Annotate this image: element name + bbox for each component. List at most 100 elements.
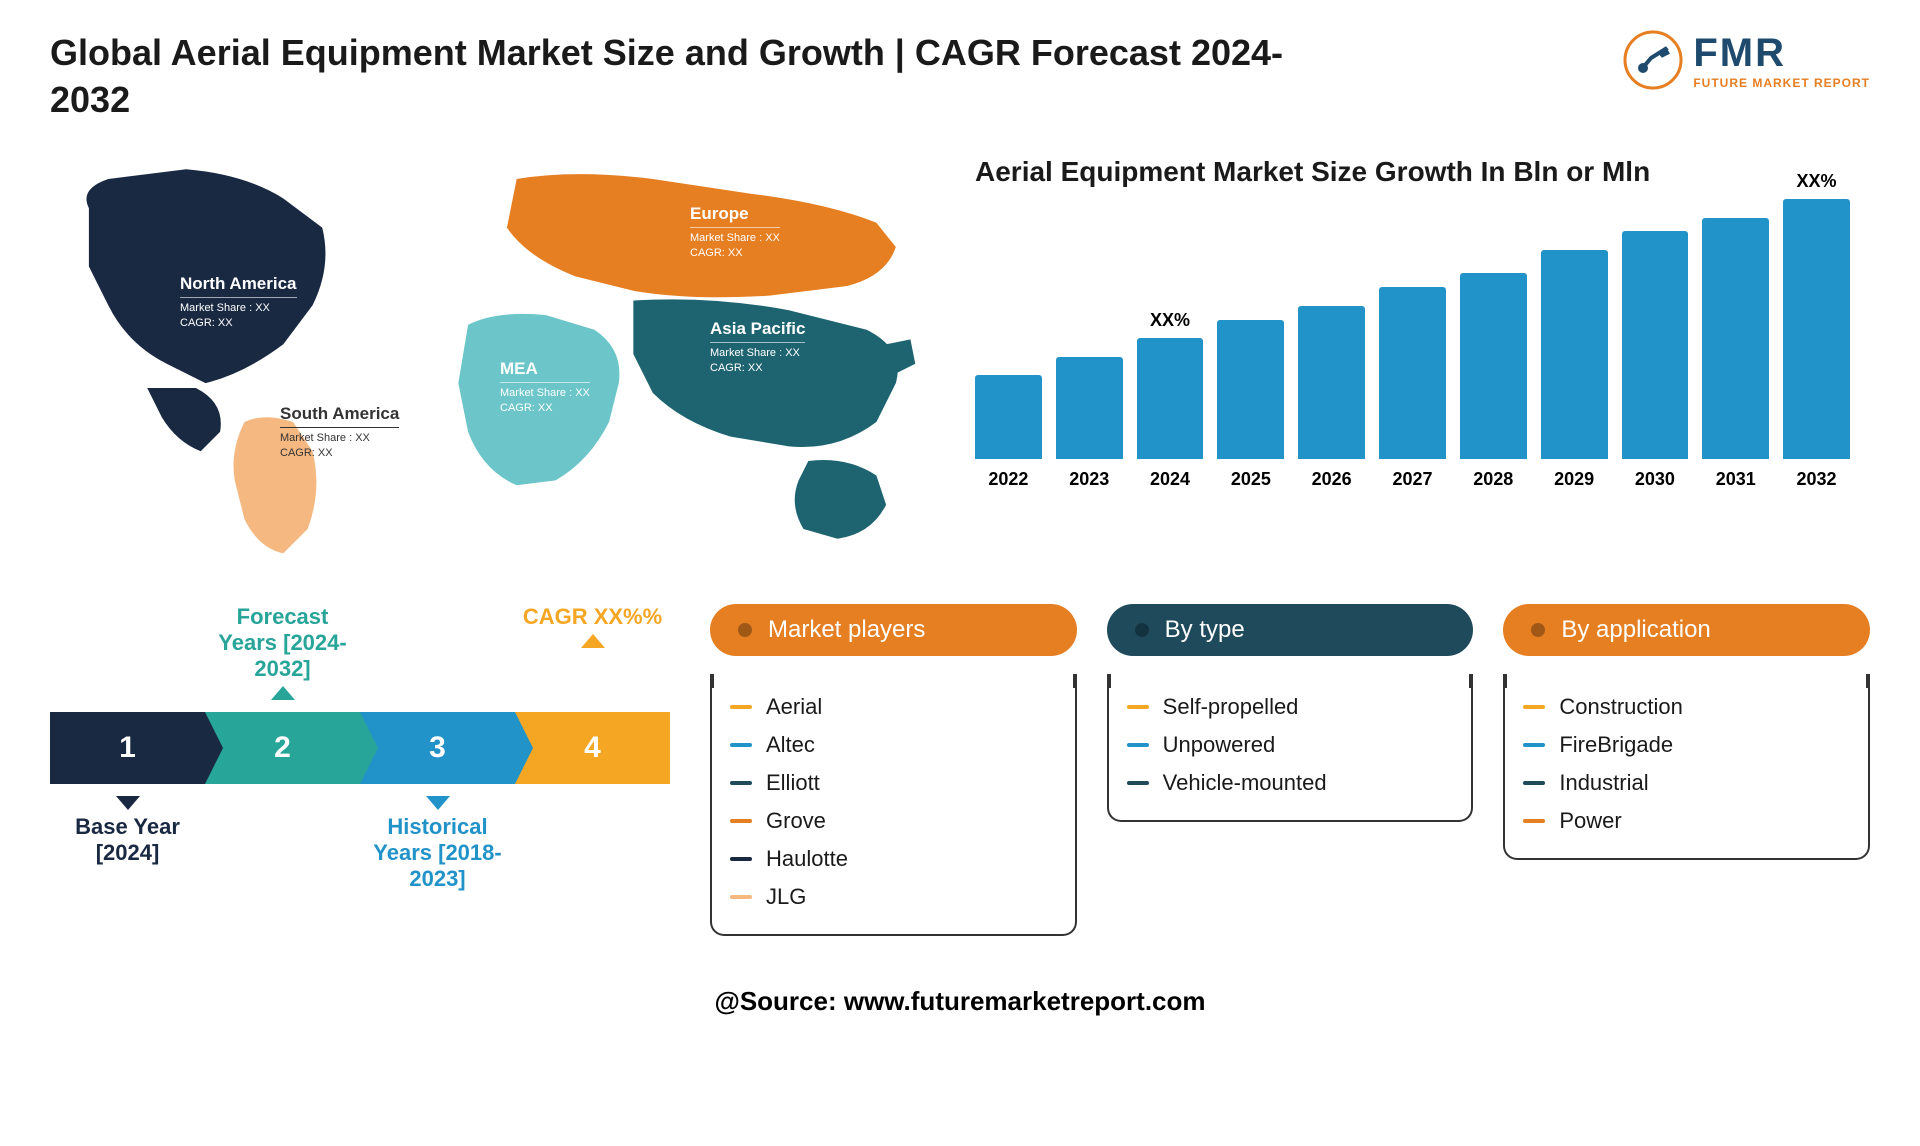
bar-2032: XX%2032 xyxy=(1783,171,1850,490)
category-list: Aerial Altec Elliott GroveHaulotteJLG xyxy=(710,674,1077,936)
bar-year-label: 2024 xyxy=(1150,469,1190,490)
category-item: Power xyxy=(1523,802,1850,840)
bar-2030: 2030 xyxy=(1622,203,1689,490)
chart-title: Aerial Equipment Market Size Growth In B… xyxy=(975,154,1850,190)
world-map: North America Market Share : XX CAGR: XX… xyxy=(50,144,925,564)
category-item: Construction xyxy=(1523,688,1850,726)
category-box-0: Market players Aerial Altec Elliott GroveHau… xyxy=(710,604,1077,936)
historical-years-label: Historical Years [2018-2023] xyxy=(360,792,515,892)
item-marker-icon xyxy=(730,705,752,709)
timeline-bar: 1234 xyxy=(50,712,670,784)
item-marker-icon xyxy=(1127,705,1149,709)
item-label: Aerial xyxy=(766,694,822,720)
bar-year-label: 2030 xyxy=(1635,469,1675,490)
category-pill: By application xyxy=(1503,604,1870,656)
timeline-labels-top: Forecast Years [2024-2032] CAGR XX%% xyxy=(50,604,670,704)
item-marker-icon xyxy=(730,819,752,823)
category-item: Vehicle-mounted xyxy=(1127,764,1454,802)
logo-subtitle: FUTURE MARKET REPORT xyxy=(1693,76,1870,90)
bar-year-label: 2025 xyxy=(1231,469,1271,490)
fmr-logo-icon xyxy=(1623,30,1683,90)
bar-top-label: XX% xyxy=(1150,310,1190,332)
region-asia-pacific: Asia Pacific Market Share : XX CAGR: XX xyxy=(710,319,805,377)
region-mea: MEA Market Share : XX CAGR: XX xyxy=(500,359,590,417)
page-title: Global Aerial Equipment Market Size and … xyxy=(50,30,1350,124)
bar-rect xyxy=(1541,250,1608,459)
bar-rect xyxy=(1783,199,1850,459)
timeline-segment-4: 4 xyxy=(515,712,670,784)
category-pill: By type xyxy=(1107,604,1474,656)
item-label: Vehicle-mounted xyxy=(1163,770,1327,796)
bar-2026: 2026 xyxy=(1298,278,1365,490)
bar-2031: 2031 xyxy=(1702,190,1769,490)
cagr-label: CAGR XX%% xyxy=(515,604,670,704)
category-item: Grove xyxy=(730,802,1057,840)
bar-rect xyxy=(1460,273,1527,459)
timeline-segment-3: 3 xyxy=(360,712,515,784)
item-label: Elliott xyxy=(766,770,820,796)
category-item: Aerial xyxy=(730,688,1057,726)
category-item: FireBrigade xyxy=(1523,726,1850,764)
bar-2028: 2028 xyxy=(1460,245,1527,490)
item-label: Power xyxy=(1559,808,1621,834)
item-marker-icon xyxy=(730,743,752,747)
bar-rect xyxy=(1056,357,1123,459)
item-marker-icon xyxy=(1523,781,1545,785)
category-list: Self-propelled Unpowered Vehicle-mounted xyxy=(1107,674,1474,822)
bar-rect xyxy=(1217,320,1284,459)
category-item: Haulotte xyxy=(730,840,1057,878)
logo-brand: FMR xyxy=(1693,31,1870,76)
header: Global Aerial Equipment Market Size and … xyxy=(50,30,1870,124)
bar-2024: XX% 2024 xyxy=(1137,310,1204,490)
bar-rect xyxy=(1702,218,1769,459)
main-row: North America Market Share : XX CAGR: XX… xyxy=(50,144,1870,564)
item-marker-icon xyxy=(730,857,752,861)
bar-rect xyxy=(1137,338,1204,459)
item-marker-icon xyxy=(730,781,752,785)
region-north-america: North America Market Share : XX CAGR: XX xyxy=(180,274,297,332)
bar-year-label: 2022 xyxy=(988,469,1028,490)
bar-year-label: 2023 xyxy=(1069,469,1109,490)
item-label: Industrial xyxy=(1559,770,1648,796)
category-list: Construction FireBrigade Industrial Power xyxy=(1503,674,1870,860)
bar-chart: Aerial Equipment Market Size Growth In B… xyxy=(955,144,1870,564)
category-item: Self-propelled xyxy=(1127,688,1454,726)
category-item: Industrial xyxy=(1523,764,1850,802)
category-item: Unpowered xyxy=(1127,726,1454,764)
bar-2022: 2022 xyxy=(975,347,1042,490)
category-box-1: By type Self-propelled Unpowered Vehicle-mo… xyxy=(1107,604,1474,936)
bar-year-label: 2026 xyxy=(1312,469,1352,490)
timeline-segment-2: 2 xyxy=(205,712,360,784)
arrow-up-icon xyxy=(271,686,295,700)
item-label: FireBrigade xyxy=(1559,732,1673,758)
category-item: Altec xyxy=(730,726,1057,764)
logo-text: FMR FUTURE MARKET REPORT xyxy=(1693,31,1870,90)
base-year-label: Base Year [2024] xyxy=(50,792,205,892)
bar-year-label: 2027 xyxy=(1392,469,1432,490)
item-marker-icon xyxy=(1127,743,1149,747)
bar-year-label: 2031 xyxy=(1716,469,1756,490)
bar-rect xyxy=(1622,231,1689,459)
category-box-2: By application Construction FireBrigade Ind… xyxy=(1503,604,1870,936)
forecast-years-label: Forecast Years [2024-2032] xyxy=(205,604,360,704)
item-label: Unpowered xyxy=(1163,732,1276,758)
bottom-row: Forecast Years [2024-2032] CAGR XX%% 123… xyxy=(50,604,1870,936)
item-marker-icon xyxy=(1127,781,1149,785)
item-label: Altec xyxy=(766,732,815,758)
bar-2029: 2029 xyxy=(1541,222,1608,490)
bars-container: 2022 2023 XX% 2024 2025 2026 2027 2028 2029 2030 2… xyxy=(975,210,1850,490)
category-pill: Market players xyxy=(710,604,1077,656)
bar-rect xyxy=(975,375,1042,459)
bar-top-label: XX% xyxy=(1797,171,1837,193)
source-text: @Source: www.futuremarketreport.com xyxy=(50,986,1870,1017)
bar-rect xyxy=(1298,306,1365,459)
timeline: Forecast Years [2024-2032] CAGR XX%% 123… xyxy=(50,604,670,936)
bar-year-label: 2028 xyxy=(1473,469,1513,490)
category-item: JLG xyxy=(730,878,1057,916)
bar-2027: 2027 xyxy=(1379,259,1446,490)
item-label: Construction xyxy=(1559,694,1683,720)
item-marker-icon xyxy=(730,895,752,899)
arrow-up-icon xyxy=(581,634,605,648)
item-marker-icon xyxy=(1523,819,1545,823)
region-south-america: South America Market Share : XX CAGR: XX xyxy=(280,404,399,462)
